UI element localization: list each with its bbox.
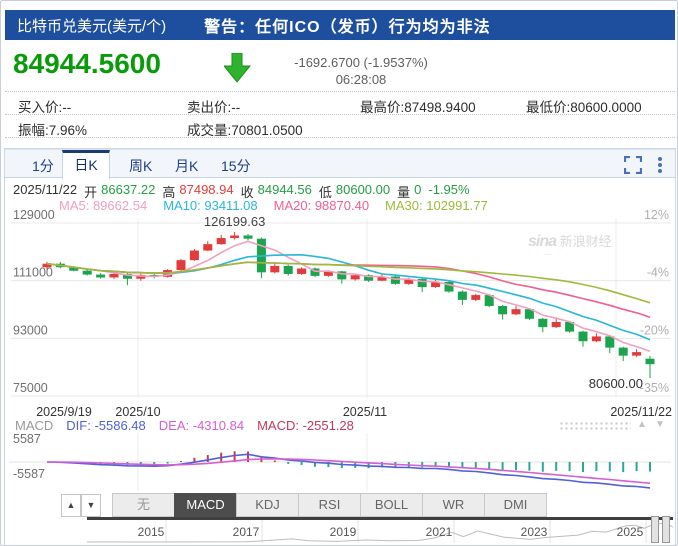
ma10-value: MA10: 93411.08 bbox=[163, 198, 258, 213]
svg-text:5587: 5587 bbox=[13, 432, 41, 446]
indicator-tab-dmi[interactable]: DMI bbox=[484, 493, 547, 517]
high-price: 最高价:87498.9400 bbox=[360, 100, 476, 115]
header-bar: 比特币兑美元(美元/个) 警告：任何ICO（发币）行为均为非法 bbox=[5, 10, 675, 40]
indicator-down-button[interactable]: ▼ bbox=[81, 494, 101, 517]
nav-year-2021: 2021 bbox=[425, 525, 453, 539]
kline-chart[interactable]: 129000 12%111000 -4%93000 -20%75000 -35%1261… bbox=[5, 209, 675, 405]
nav-year-2017: 2017 bbox=[232, 525, 260, 539]
low-price: 最低价:80600.0000 bbox=[526, 100, 642, 115]
indicator-tab-wr[interactable]: WR bbox=[422, 493, 485, 517]
ohlc-close: 收 84944.56 bbox=[240, 182, 312, 200]
sina-watermark-text: 新浪财经 bbox=[559, 234, 612, 249]
ohlc-low: 低 80600.00 bbox=[318, 182, 391, 200]
xaxis-label-1: 2025/10 bbox=[115, 405, 161, 419]
range-slider-handle-left[interactable] bbox=[651, 516, 659, 543]
macd-lines-layer bbox=[46, 453, 651, 489]
svg-text:-20%: -20% bbox=[640, 323, 669, 337]
nav-year-2015: 2015 bbox=[137, 525, 165, 539]
divider bbox=[5, 91, 675, 92]
macd-name: MACD bbox=[15, 418, 54, 433]
quote-time: 06:28:08 bbox=[335, 72, 387, 87]
history-sparkline bbox=[87, 520, 673, 543]
page-title: 比特币兑美元(美元/个) bbox=[17, 17, 167, 35]
volume: 成交量:70801.0500 bbox=[187, 123, 303, 138]
scale-up-icon[interactable]: ▲ bbox=[637, 419, 647, 430]
scale-down-icon[interactable]: ▼ bbox=[655, 419, 665, 430]
divider bbox=[5, 137, 675, 138]
tab-monthly-k[interactable]: 月K bbox=[175, 158, 199, 174]
macd-value: MACD: -2551.28 bbox=[257, 418, 354, 433]
macd-chart[interactable]: 5587 -5587 bbox=[5, 431, 675, 493]
dea-value: DEA: -4310.84 bbox=[158, 418, 245, 433]
svg-text:-5587: -5587 bbox=[13, 467, 45, 481]
svg-text:111000: 111000 bbox=[13, 266, 53, 280]
amplitude: 振幅:7.96% bbox=[18, 123, 88, 138]
ohlc-open: 开 86637.22 bbox=[84, 182, 156, 200]
price-change-block: -1692.6700 (-1.9537%) 06:28:08 bbox=[277, 54, 445, 88]
sina-watermark-sub: · · — · · bbox=[528, 251, 571, 258]
indicator-tab-none[interactable]: 无 bbox=[112, 493, 175, 517]
sina-logo: sina bbox=[528, 233, 557, 250]
more-menu-icon[interactable] bbox=[658, 157, 662, 161]
ohlc-date: 2025/11/22 bbox=[13, 182, 78, 197]
indicator-tab-kdj[interactable]: KDJ bbox=[236, 493, 299, 517]
sparkline-layer bbox=[87, 520, 673, 543]
candlestick-layer bbox=[42, 231, 655, 379]
ohlc-readout: 2025/11/22 开 86637.22 高 87498.94 收 84944.56… bbox=[13, 182, 470, 201]
period-tabbar: 1分 日K 周K 月K 15分 bbox=[5, 149, 675, 179]
last-price: 84944.5600 bbox=[13, 48, 161, 79]
xaxis-label-3: 2025/11/22 bbox=[610, 405, 672, 419]
ma5-value: MA5: 89662.54 bbox=[59, 198, 148, 213]
zoom-scrollbar[interactable] bbox=[559, 421, 631, 430]
sina-watermark: sina 新浪财经 · · — · · bbox=[528, 231, 612, 258]
macd-legend: MACD DIF: -5586.48 DEA: -4310.84 MACD: -… bbox=[15, 418, 354, 433]
grid-layer: 129000 12% 111000 -4% 93000 -20% 75000 -35% bbox=[11, 209, 671, 398]
nav-year-2023: 2023 bbox=[520, 525, 548, 539]
tab-15min[interactable]: 15分 bbox=[221, 158, 251, 174]
tab-1min[interactable]: 1分 bbox=[32, 158, 54, 174]
price-change: -1692.6700 (-1.9537%) bbox=[294, 55, 428, 70]
stats-row-1: 买入价:-- 卖出价:-- 最高价:87498.9400 最低价:80600.0… bbox=[1, 96, 677, 116]
nav-year-2019: 2019 bbox=[329, 525, 357, 539]
annotation-layer: 126199.63 80600.00 bbox=[204, 214, 643, 391]
svg-text:-35%: -35% bbox=[640, 381, 669, 395]
ma-lines-layer bbox=[46, 240, 651, 352]
divider bbox=[5, 114, 675, 115]
ohlc-high: 高 87498.94 bbox=[162, 182, 234, 200]
svg-text:93000: 93000 bbox=[13, 323, 48, 337]
ma20-value: MA20: 98870.40 bbox=[273, 198, 370, 213]
range-slider-handle-right[interactable] bbox=[662, 516, 670, 543]
tab-weekly-k[interactable]: 周K bbox=[129, 158, 153, 174]
price-down-arrow-icon bbox=[224, 53, 251, 83]
indicator-tab-macd[interactable]: MACD bbox=[174, 493, 237, 517]
indicator-up-button[interactable]: ▲ bbox=[61, 494, 81, 517]
history-navigator[interactable]: 2015 2017 2019 2021 2023 2025 bbox=[87, 517, 673, 543]
xaxis-label-2: 2025/11 bbox=[342, 405, 388, 419]
tab-daily-k[interactable]: 日K bbox=[62, 150, 110, 179]
fullscreen-icon[interactable] bbox=[624, 156, 642, 174]
nav-year-2025: 2025 bbox=[616, 525, 644, 539]
svg-text:75000: 75000 bbox=[13, 381, 48, 395]
svg-text:126199.63: 126199.63 bbox=[204, 214, 265, 229]
svg-text:80600.00: 80600.00 bbox=[589, 376, 643, 391]
dif-value: DIF: -5586.48 bbox=[66, 418, 146, 433]
ico-warning-text: 警告：任何ICO（发币）行为均为非法 bbox=[204, 19, 491, 36]
svg-text:12%: 12% bbox=[644, 209, 669, 222]
stats-row-2: 振幅:7.96% 成交量:70801.0500 bbox=[1, 119, 677, 139]
xaxis-label-0: 2025/9/19 bbox=[36, 405, 92, 419]
ma30-value: MA30: 102991.77 bbox=[385, 198, 488, 213]
ask-price: 卖出价:-- bbox=[187, 100, 241, 115]
indicator-tab-boll[interactable]: BOLL bbox=[360, 493, 423, 517]
svg-text:-4%: -4% bbox=[647, 266, 669, 280]
svg-text:129000: 129000 bbox=[13, 209, 55, 222]
indicator-tab-rsi[interactable]: RSI bbox=[298, 493, 361, 517]
ohlc-change-pct: -1.95% bbox=[428, 182, 470, 197]
ma-legend: MA5: 89662.54 MA10: 93411.08 MA20: 98870… bbox=[59, 198, 488, 213]
bid-price: 买入价:-- bbox=[18, 100, 72, 115]
